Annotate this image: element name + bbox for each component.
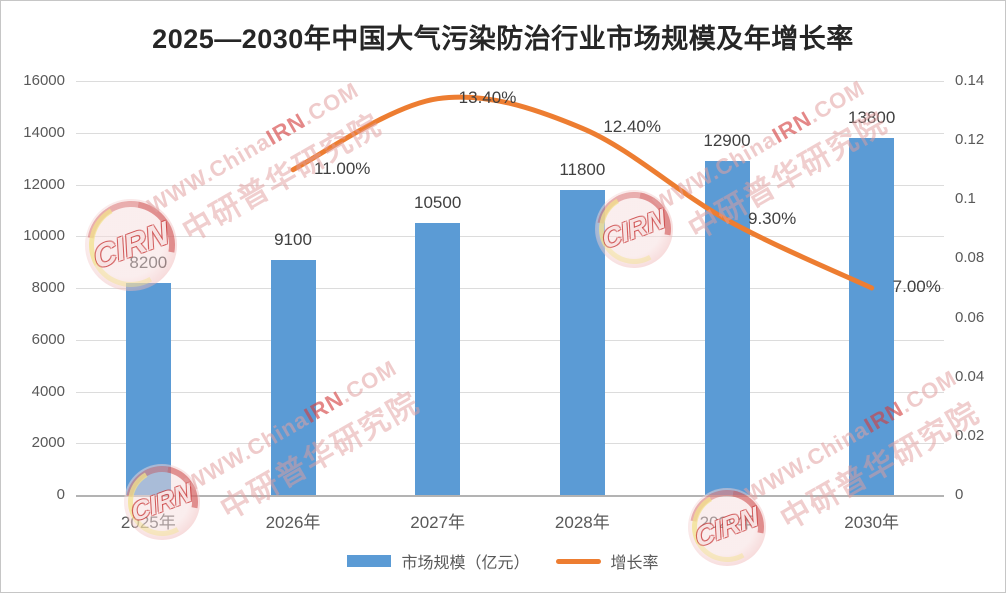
gridline [76, 184, 944, 186]
x-axis-label: 2029年 [699, 513, 755, 532]
bar-value-label: 11800 [559, 159, 606, 179]
bar [849, 137, 895, 495]
bar [704, 161, 750, 495]
gridline [76, 81, 944, 82]
line-path [290, 94, 875, 291]
line-value-label: 11.00% [314, 158, 371, 178]
x-axis-label: 2028年 [554, 513, 610, 532]
right-axis-tick: 0.14 [955, 72, 985, 89]
x-axis-line [76, 495, 944, 497]
growth-rate-line [290, 94, 875, 291]
legend-line-swatch [555, 558, 601, 564]
left-axis-tick: 6000 [31, 330, 65, 348]
chart-title: 2025—2030年中国大气污染防治行业市场规模及年增长率 [152, 24, 854, 54]
left-axis-tick: 12000 [23, 175, 65, 193]
bar-value-label: 12900 [703, 131, 751, 151]
left-axis-tick: 0 [56, 486, 65, 503]
left-axis-tick: 4000 [31, 382, 65, 400]
legend-line-label: 增长率 [610, 555, 659, 572]
right-axis-tick: 0.12 [955, 131, 985, 149]
line-value-label: 7.00% [892, 277, 941, 296]
left-axis-tick: 10000 [23, 227, 65, 245]
x-axis-label: 2030年 [844, 513, 900, 532]
x-axis-label: 2027年 [410, 513, 466, 532]
right-axis-tick: 0.1 [955, 190, 976, 208]
bar [270, 259, 316, 495]
legend: 市场规模（亿元） 增长率 [1, 549, 1005, 573]
line-value-label: 12.40% [603, 117, 661, 137]
bar-value-label: 13800 [848, 107, 896, 127]
legend-bar-label: 市场规模（亿元） [401, 555, 530, 572]
legend-bar-swatch [347, 555, 392, 567]
left-axis-tick: 14000 [23, 123, 65, 141]
bar [415, 223, 461, 495]
x-axis-label: 2025年 [120, 513, 176, 532]
line-value-label: 13.40% [458, 87, 517, 107]
gridline [76, 236, 944, 238]
gridline [76, 339, 944, 341]
bar-value-label: 10500 [414, 193, 462, 213]
line-value-label: 9.30% [748, 208, 797, 228]
left-axis-tick: 8000 [31, 279, 65, 296]
gridline [76, 443, 944, 445]
right-axis-tick: 0.02 [955, 426, 985, 444]
x-axis-label: 2026年 [265, 513, 321, 532]
left-axis-tick: 16000 [23, 72, 65, 89]
bar [125, 282, 171, 495]
plot-area: 2025年 2026年 2027年 2028年 2029年 2030年 8200 9100 10… [76, 81, 944, 532]
right-axis-tick: 0.06 [955, 308, 985, 326]
bar-value-label: 9100 [274, 229, 312, 249]
gridline [76, 391, 944, 393]
right-axis-tick: 0 [955, 486, 964, 503]
right-axis-tick: 0.08 [955, 249, 985, 267]
left-axis-tick: 2000 [31, 434, 65, 452]
gridline [76, 288, 944, 289]
right-axis-tick: 0.04 [955, 367, 985, 385]
gridline [76, 132, 944, 134]
